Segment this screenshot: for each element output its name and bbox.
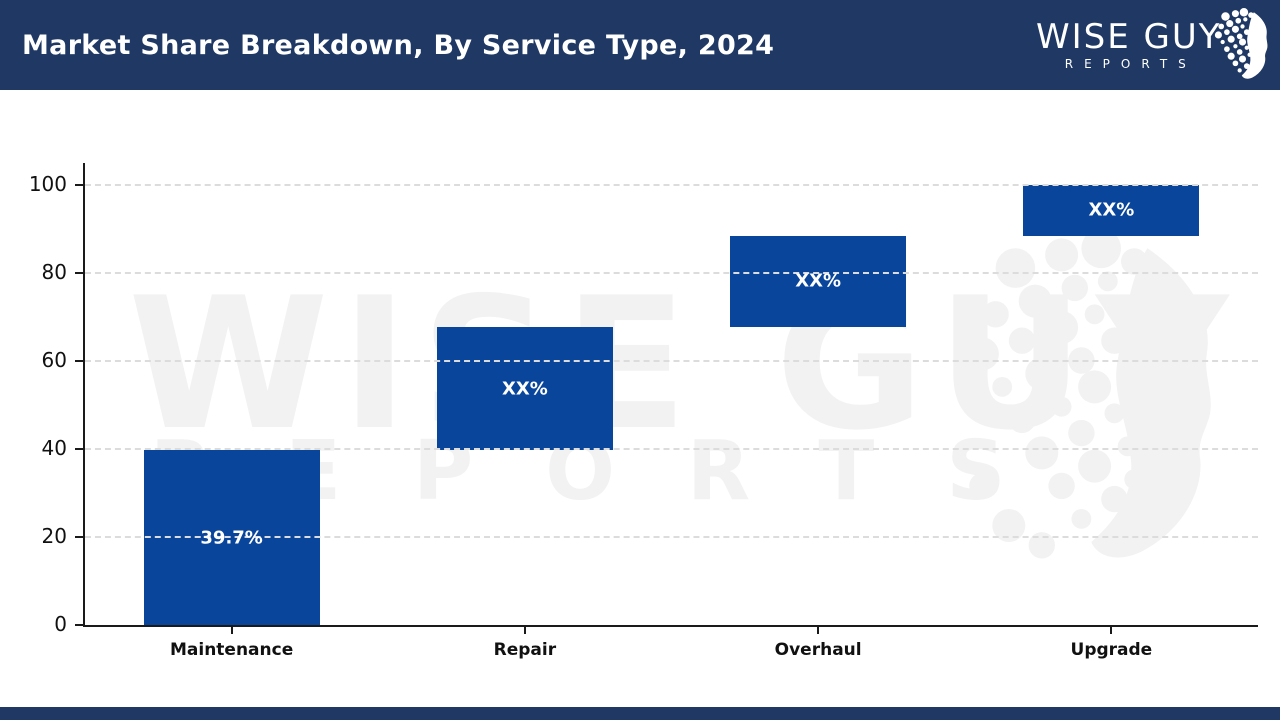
footer-bar bbox=[0, 707, 1280, 720]
x-tick-upgrade bbox=[1110, 627, 1113, 634]
y-tick-60 bbox=[75, 360, 83, 362]
y-gridline-80 bbox=[85, 272, 1258, 274]
y-axis-spine bbox=[83, 163, 85, 627]
header-bar: Market Share Breakdown, By Service Type,… bbox=[0, 0, 1280, 90]
y-tick-100 bbox=[75, 184, 83, 186]
bar-value-label-upgrade: XX% bbox=[1088, 199, 1135, 221]
logo-subtext: REPORTS bbox=[1064, 57, 1197, 71]
bar-value-label-repair: XX% bbox=[501, 378, 548, 400]
y-tick-label-60: 60 bbox=[41, 348, 67, 372]
logo-head-dots-icon bbox=[1214, 8, 1268, 79]
y-tick-40 bbox=[75, 448, 83, 450]
bar-value-label-overhaul: XX% bbox=[795, 270, 842, 292]
wise-guy-reports-logo: WISE GUY REPORTS bbox=[1018, 6, 1268, 86]
y-tick-label-100: 100 bbox=[28, 172, 67, 196]
y-tick-label-0: 0 bbox=[54, 612, 67, 636]
bar-repair bbox=[436, 327, 613, 451]
y-gridline-40 bbox=[85, 448, 1258, 450]
bar-overhaul bbox=[730, 235, 907, 328]
x-tick-maintenance bbox=[230, 627, 233, 634]
y-gridline-20 bbox=[85, 536, 1258, 538]
bar-upgrade bbox=[1023, 185, 1200, 236]
x-tick-label-maintenance: Maintenance bbox=[169, 640, 294, 660]
x-tick-label-upgrade: Upgrade bbox=[1070, 640, 1153, 660]
y-gridline-100 bbox=[85, 184, 1258, 186]
y-tick-0 bbox=[75, 624, 83, 626]
y-tick-20 bbox=[75, 536, 83, 538]
x-axis-spine bbox=[83, 625, 1258, 627]
x-tick-repair bbox=[523, 627, 526, 634]
y-gridline-60 bbox=[85, 360, 1258, 362]
page-title: Market Share Breakdown, By Service Type,… bbox=[22, 29, 775, 61]
logo-wordmark: WISE GUY bbox=[1036, 17, 1222, 57]
x-tick-label-overhaul: Overhaul bbox=[774, 640, 862, 660]
x-tick-label-repair: Repair bbox=[493, 640, 557, 660]
logo-text: WISE GUY REPORTS bbox=[1036, 20, 1222, 71]
watermark-head-dots-graphic bbox=[965, 228, 1211, 559]
bar-value-label-maintenance: 39.7% bbox=[200, 527, 263, 549]
y-tick-label-20: 20 bbox=[41, 524, 67, 548]
y-tick-80 bbox=[75, 272, 83, 274]
x-tick-overhaul bbox=[817, 627, 820, 634]
y-tick-label-80: 80 bbox=[41, 260, 67, 284]
y-tick-label-40: 40 bbox=[41, 436, 67, 460]
